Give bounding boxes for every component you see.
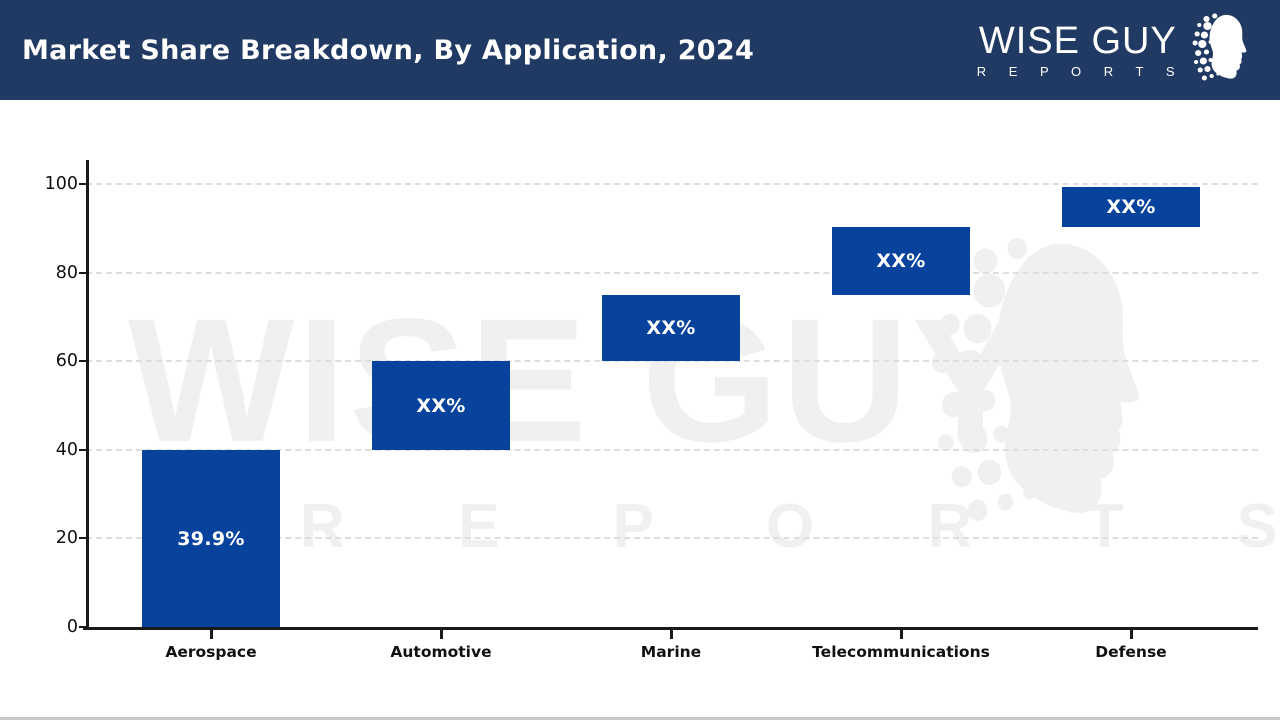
gridline-100: [86, 183, 1258, 185]
x-category-label: Automotive: [390, 643, 492, 661]
x-tick-telecommunications: [900, 630, 903, 639]
x-tick-aerospace: [210, 630, 213, 639]
y-axis-line: [86, 160, 89, 629]
y-tick-label-60: 60: [55, 351, 78, 372]
x-tick-defense: [1130, 630, 1133, 639]
bar-telecommunications: XX%: [832, 226, 970, 295]
logo-subtitle: R E P O R T S: [976, 64, 1184, 79]
x-tick-marine: [670, 630, 673, 639]
gridline-80: [86, 271, 1258, 274]
logo-text: WISE GUY R E P O R T S: [972, 22, 1184, 78]
gridline-40: [86, 448, 1258, 451]
x-category-label: Defense: [1095, 643, 1167, 661]
bar-defense: XX%: [1062, 187, 1200, 227]
y-tick-80: [79, 271, 86, 274]
y-tick-20: [79, 537, 86, 540]
y-tick-label-0: 0: [66, 617, 78, 637]
bar-value-label: XX%: [416, 394, 466, 417]
bar-automotive: XX%: [372, 361, 510, 451]
bar-aerospace: 39.9%: [142, 450, 280, 627]
bar-value-label: XX%: [646, 316, 696, 339]
y-tick-60: [79, 360, 86, 363]
y-tick-label-40: 40: [55, 439, 78, 460]
bar-value-label: XX%: [876, 249, 926, 272]
dotted-face-logo-icon: [1192, 10, 1254, 90]
y-tick-100: [79, 183, 86, 185]
plot-area: 0 20 40 60 80 100 39.9% Aerospace XX% Automotive X…: [0, 100, 1280, 720]
y-tick-label-20: 20: [55, 528, 78, 549]
bar-marine: XX%: [602, 294, 740, 362]
x-category-label: Telecommunications: [812, 643, 990, 661]
page-title: Market Share Breakdown, By Application, …: [22, 34, 755, 66]
gridline-20: [86, 537, 1258, 540]
x-axis-line: [83, 627, 1258, 630]
x-category-label: Marine: [640, 643, 702, 661]
y-tick-label-80: 80: [55, 262, 78, 283]
x-tick-automotive: [440, 630, 443, 639]
header-bar: Market Share Breakdown, By Application, …: [0, 0, 1280, 100]
logo-wordmark: WISE GUY: [978, 20, 1177, 62]
y-tick-0: [79, 626, 86, 628]
bar-value-label: 39.9%: [177, 527, 245, 550]
wise-guy-reports-logo: WISE GUY R E P O R T S: [972, 10, 1254, 90]
x-category-label: Aerospace: [165, 643, 257, 661]
gridline-60: [86, 360, 1258, 363]
y-tick-40: [79, 448, 86, 451]
bar-value-label: XX%: [1106, 195, 1156, 218]
y-tick-label-100: 100: [44, 174, 78, 194]
